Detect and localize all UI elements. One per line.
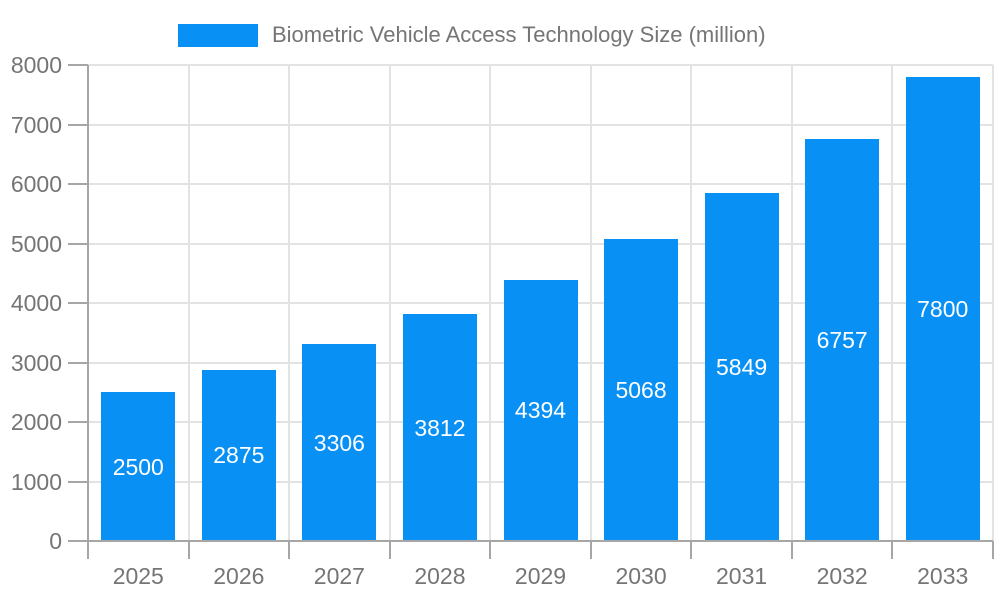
bar[interactable]: [402, 314, 477, 541]
v-gridline: [790, 65, 793, 541]
y-tick: [68, 242, 88, 245]
bar-value-label: 4394: [514, 397, 567, 424]
bar[interactable]: [302, 344, 377, 541]
v-gridline: [288, 65, 291, 541]
y-tick: [68, 302, 88, 304]
bar[interactable]: [503, 279, 578, 541]
x-tick: [790, 541, 793, 559]
y-tick: [68, 480, 88, 483]
x-tick: [690, 541, 693, 559]
x-axis-label: 2031: [716, 563, 768, 589]
y-axis-line: [87, 65, 89, 559]
y-tick: [68, 183, 88, 185]
y-axis-label: 8000: [10, 52, 62, 78]
x-axis-label: 2028: [414, 563, 466, 589]
x-axis-label: 2033: [917, 563, 969, 589]
bar-value-label: 6757: [816, 326, 868, 353]
y-axis-label: 0: [49, 528, 62, 554]
y-axis-label: 4000: [10, 290, 62, 316]
legend-swatch: [178, 23, 258, 47]
bar[interactable]: [604, 239, 679, 541]
x-tick: [489, 541, 492, 559]
v-gridline: [589, 65, 592, 541]
x-axis-label: 2027: [313, 563, 365, 589]
bar-value-label: 5068: [615, 377, 667, 404]
x-tick: [288, 541, 291, 559]
h-gridline: [88, 183, 993, 185]
y-axis-label: 5000: [10, 230, 62, 257]
v-gridline: [690, 65, 693, 541]
y-axis-label: 6000: [10, 171, 62, 197]
plot-area: 0 1000 2000 3000 4000 5000 6000 7000 8000 2500 202…: [11, 52, 994, 589]
x-axis-label: 2032: [816, 563, 868, 589]
y-tick: [68, 64, 88, 66]
y-axis-label: 1000: [10, 468, 62, 495]
x-axis-label: 2025: [112, 563, 164, 589]
y-axis-label: 7000: [10, 111, 62, 138]
x-axis-label: 2030: [615, 563, 667, 589]
bar[interactable]: [805, 138, 880, 541]
x-tick: [589, 541, 592, 559]
bar-value-label: 2875: [213, 442, 265, 469]
chart-legend[interactable]: Biometric Vehicle Access Technology Size…: [178, 22, 766, 48]
v-gridline: [388, 65, 391, 541]
h-gridline: [88, 242, 993, 245]
bar-value-label: 5849: [716, 353, 768, 380]
y-tick: [68, 123, 88, 126]
v-gridline: [891, 65, 894, 541]
x-axis-label: 2029: [514, 563, 567, 589]
v-gridline: [187, 65, 190, 541]
y-tick: [68, 421, 88, 423]
bar[interactable]: [905, 76, 980, 541]
bar[interactable]: [704, 192, 779, 541]
x-tick: [992, 541, 994, 559]
x-tick: [187, 541, 190, 559]
bar-value-label: 2500: [112, 453, 164, 480]
x-tick: [388, 541, 391, 559]
h-gridline: [88, 123, 993, 126]
bar[interactable]: [201, 369, 276, 541]
y-tick: [68, 361, 88, 364]
bar-value-label: 3306: [313, 429, 365, 456]
bar-value-label: 3812: [414, 414, 466, 441]
v-gridline: [992, 65, 994, 541]
bar[interactable]: [101, 392, 176, 541]
x-tick: [891, 541, 894, 559]
y-tick: [68, 540, 88, 542]
x-axis-label: 2026: [213, 563, 265, 589]
bar-value-label: 7800: [917, 295, 969, 322]
v-gridline: [489, 65, 492, 541]
h-gridline: [88, 64, 993, 66]
y-axis-label: 3000: [10, 349, 62, 376]
y-axis-label: 2000: [10, 409, 62, 435]
x-axis-line: [88, 540, 993, 542]
legend-label: Biometric Vehicle Access Technology Size…: [272, 22, 766, 47]
